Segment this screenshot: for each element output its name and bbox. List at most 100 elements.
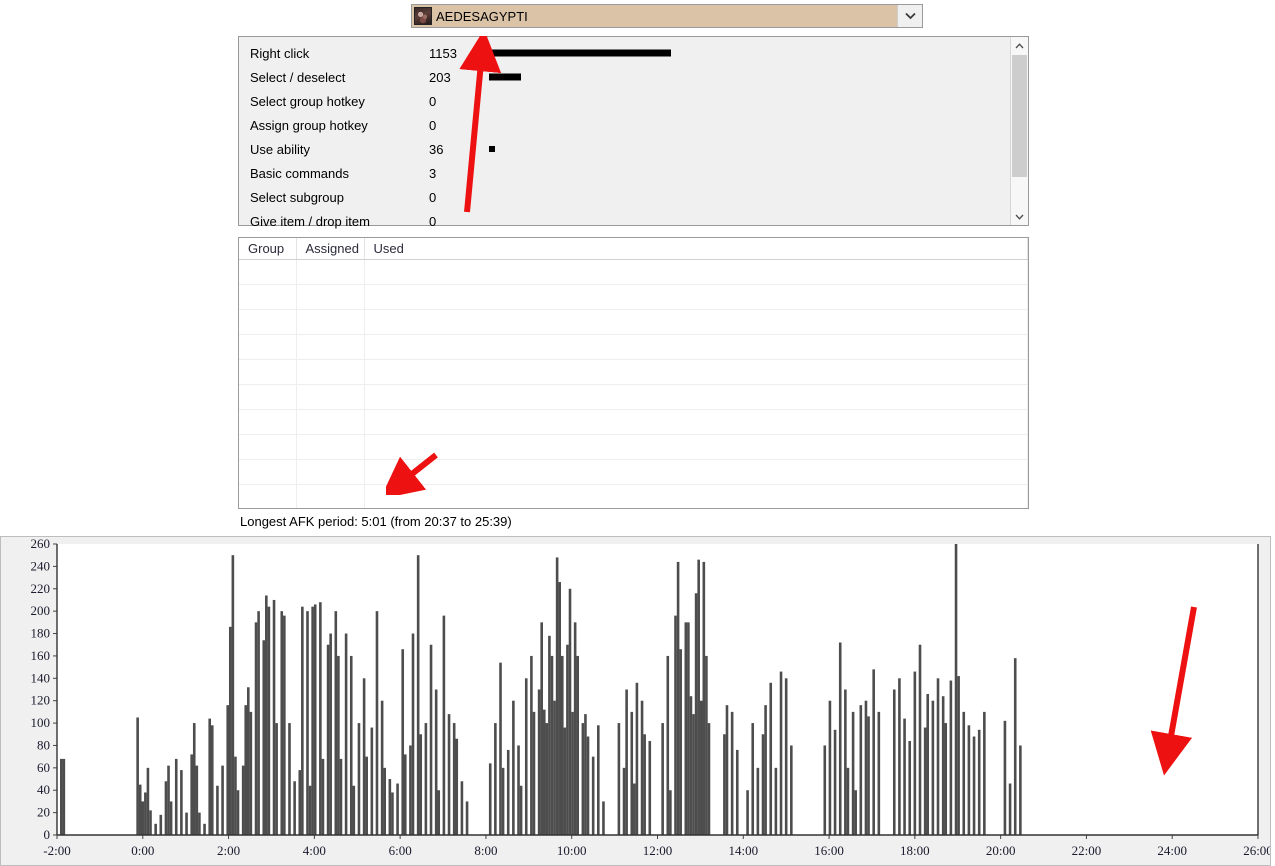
table-row[interactable] (239, 334, 1028, 360)
chart-bar (391, 792, 394, 835)
x-axis-tick-label: -2:00 (43, 843, 70, 858)
stat-value: 203 (429, 69, 451, 85)
hotkey-group-panel[interactable]: Group Assigned Used (238, 237, 1029, 509)
chart-bar (409, 745, 412, 835)
stat-row[interactable]: Right click 1153 (239, 41, 1010, 65)
table-row[interactable] (239, 409, 1028, 435)
y-axis-tick-label: 40 (37, 782, 50, 797)
chart-bar (159, 814, 163, 835)
chart-bar (221, 765, 224, 835)
chart-bar (954, 544, 958, 835)
chart-bar (944, 723, 948, 835)
stat-label: Select group hotkey (250, 93, 365, 109)
stat-row[interactable]: Give item / drop item 0 (239, 209, 1010, 233)
chart-bar (643, 734, 646, 835)
table-cell (296, 284, 365, 310)
x-axis-tick-label: 2:00 (217, 843, 240, 858)
stats-scrollbar[interactable] (1010, 37, 1028, 225)
chart-bar (687, 622, 690, 835)
chart-bar (597, 725, 600, 835)
chart-bar (288, 723, 291, 835)
table-row[interactable] (239, 284, 1028, 310)
chart-bar (867, 716, 870, 835)
x-axis-tick-label: 12:00 (643, 843, 673, 858)
stat-row[interactable]: Select group hotkey 0 (239, 89, 1010, 113)
table-row[interactable] (239, 259, 1028, 285)
chevron-down-icon[interactable] (897, 5, 922, 27)
table-row[interactable] (239, 359, 1028, 385)
scroll-up-icon[interactable] (1011, 37, 1028, 54)
table-cell (364, 384, 1028, 410)
x-axis-tick-label: 18:00 (900, 843, 930, 858)
activity-chart-panel: 0 20 40 60 80 100 120 140 160 180 200 220 240 260 -2:0… (0, 536, 1271, 866)
table-cell (239, 359, 297, 385)
table-row[interactable] (239, 484, 1028, 508)
chart-bar (545, 723, 549, 835)
chart-bars (59, 544, 1022, 835)
chart-bar (555, 557, 559, 835)
chart-bar (977, 729, 981, 835)
stat-bar-cell (489, 137, 1010, 161)
chart-bar (949, 680, 953, 835)
table-row[interactable] (239, 309, 1028, 335)
chart-bar (337, 655, 340, 835)
column-header-group[interactable]: Group (239, 238, 297, 260)
player-select-combobox[interactable]: AEDESAGYPTI (411, 4, 923, 28)
table-cell (296, 334, 365, 360)
stat-row[interactable]: Select / deselect 203 (239, 65, 1010, 89)
chart-bar (241, 765, 245, 835)
chart-bar (622, 767, 626, 835)
stat-row[interactable]: Use ability 36 (239, 137, 1010, 161)
chart-bar (877, 711, 881, 835)
stat-label: Select subgroup (250, 189, 344, 205)
stat-row[interactable]: Assign group hotkey 0 (239, 113, 1010, 137)
chart-bar (185, 812, 188, 835)
chart-bar (146, 767, 150, 835)
stat-bar-cell (489, 41, 1010, 65)
chart-bar (180, 770, 183, 835)
chart-bar (319, 602, 322, 835)
chart-bar (365, 756, 368, 835)
table-row[interactable] (239, 384, 1028, 410)
chart-bar (370, 727, 374, 835)
column-header-assigned[interactable]: Assigned (296, 238, 365, 260)
y-axis-tick-label: 200 (31, 603, 51, 618)
combobox-field[interactable]: AEDESAGYPTI (412, 5, 897, 27)
chart-bar (689, 696, 693, 835)
player-portrait-icon (414, 7, 432, 25)
stat-row[interactable]: Basic commands 3 (239, 161, 1010, 185)
chart-bar (334, 611, 338, 835)
action-stats-list[interactable]: Right click 1153 Select / deselect 203 Selec… (239, 37, 1010, 229)
chart-bar (790, 745, 793, 835)
chart-bar (272, 599, 276, 835)
table-row[interactable] (239, 434, 1028, 460)
chart-bar (226, 705, 230, 835)
chart-bar (844, 689, 847, 835)
chart-bar (249, 711, 253, 835)
table-body (239, 259, 1028, 508)
chart-bar (903, 718, 906, 835)
column-header-used[interactable]: Used (364, 238, 1028, 260)
chart-bar (452, 723, 456, 835)
stat-bar-cell (489, 65, 1010, 89)
table-row[interactable] (239, 459, 1028, 485)
chart-bar (553, 700, 556, 835)
chart-bar (388, 779, 392, 835)
stat-bar-cell (489, 161, 1010, 185)
stat-label: Assign group hotkey (250, 117, 368, 133)
table-cell (364, 409, 1028, 435)
chart-bar (725, 705, 729, 835)
chart-bar (563, 727, 567, 835)
chart-bar (908, 740, 912, 835)
chart-bar (967, 725, 971, 835)
chart-bar (198, 812, 201, 835)
stat-row[interactable]: Select subgroup 0 (239, 185, 1010, 209)
chart-bar (419, 734, 423, 835)
chart-bar (702, 561, 706, 835)
table-cell (296, 484, 365, 508)
table-cell (239, 384, 297, 410)
scroll-down-icon[interactable] (1011, 208, 1028, 225)
stat-value: 0 (429, 189, 437, 205)
stats-scrollbar-thumb[interactable] (1012, 55, 1027, 177)
chart-bar (339, 758, 343, 835)
